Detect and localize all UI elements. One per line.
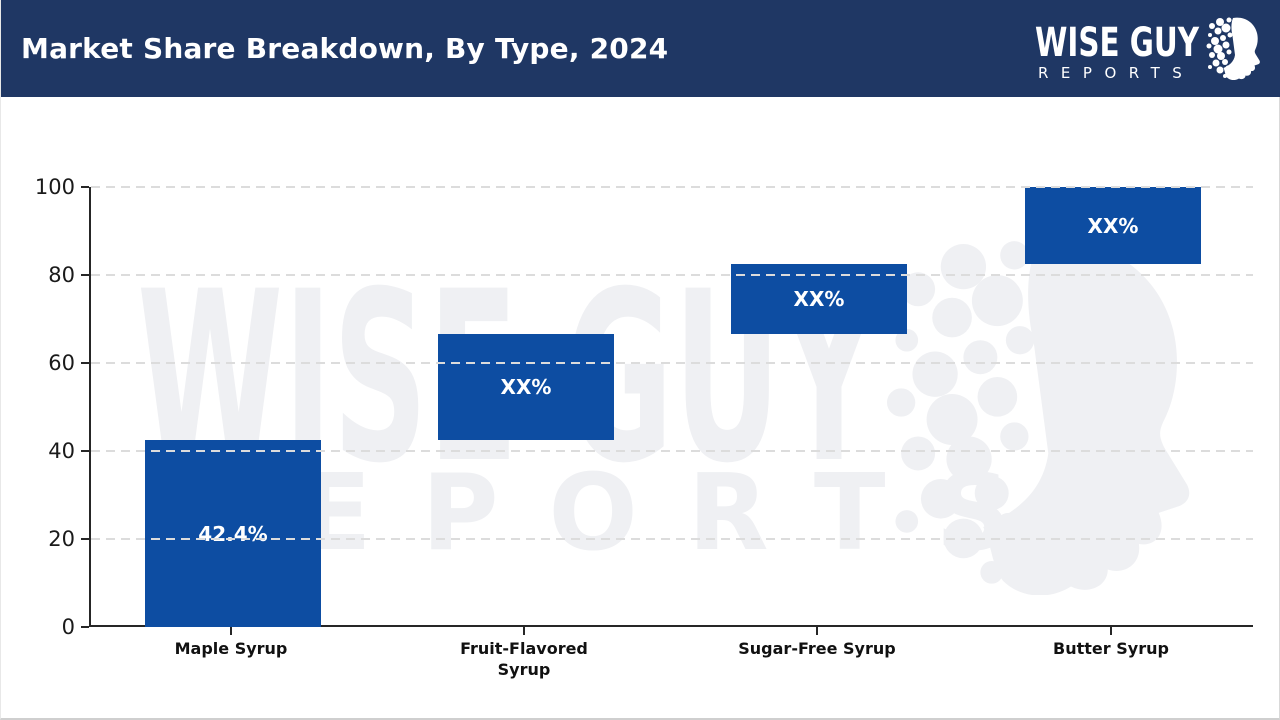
y-axis-tick	[81, 274, 89, 276]
wiseguy-logo: WISE GUY REPORTS	[1035, 17, 1260, 82]
logo-reports: REPORTS	[1038, 64, 1194, 82]
gridline-y-80	[91, 274, 1253, 276]
logo-wordmark: WISE GUY	[1035, 20, 1200, 66]
y-tick-label: 100	[34, 175, 75, 199]
header-bar: Market Share Breakdown, By Type, 2024 WI…	[1, 0, 1280, 97]
x-category-label: Butter Syrup	[1053, 639, 1169, 658]
bar-value-label: XX%	[1087, 213, 1139, 238]
bar-fruit-flavored-syrup: XX%	[438, 334, 614, 441]
x-axis-tick	[816, 627, 818, 635]
y-axis-tick	[81, 626, 89, 628]
y-axis-tick	[81, 538, 89, 540]
gridline-y-100	[91, 186, 1253, 188]
y-tick-label: 80	[48, 263, 75, 287]
x-category-label: Fruit-Flavored Syrup	[460, 639, 588, 679]
bar-value-label: 42.4%	[198, 521, 268, 546]
page-title: Market Share Breakdown, By Type, 2024	[21, 32, 669, 65]
y-tick-label: 0	[61, 615, 75, 639]
gridline-y-40	[91, 450, 1253, 452]
y-axis-tick	[81, 450, 89, 452]
y-tick-label: 20	[48, 527, 75, 551]
bar-maple-syrup: 42.4%	[145, 440, 321, 627]
market-share-chart: 42.4% XX% XX% XX% 0 20 40 60 80 100 Maple Syru…	[1, 97, 1280, 720]
gridline-y-20	[91, 538, 1253, 540]
x-axis-tick	[523, 627, 525, 635]
x-axis-tick	[230, 627, 232, 635]
y-axis-tick	[81, 362, 89, 364]
gridline-y-60	[91, 362, 1253, 364]
x-axis-tick	[1110, 627, 1112, 635]
bar-value-label: XX%	[500, 375, 552, 400]
y-tick-label: 60	[48, 351, 75, 375]
plot-area: 42.4% XX% XX% XX%	[89, 186, 1253, 627]
x-category-label: Maple Syrup	[174, 639, 288, 658]
logo-face-icon	[1206, 17, 1260, 80]
y-axis-tick	[81, 186, 89, 188]
y-tick-label: 40	[48, 439, 75, 463]
bar-value-label: XX%	[793, 287, 845, 312]
x-category-label: Sugar-Free Syrup	[738, 639, 896, 658]
bar-butter-syrup: XX%	[1025, 187, 1201, 264]
